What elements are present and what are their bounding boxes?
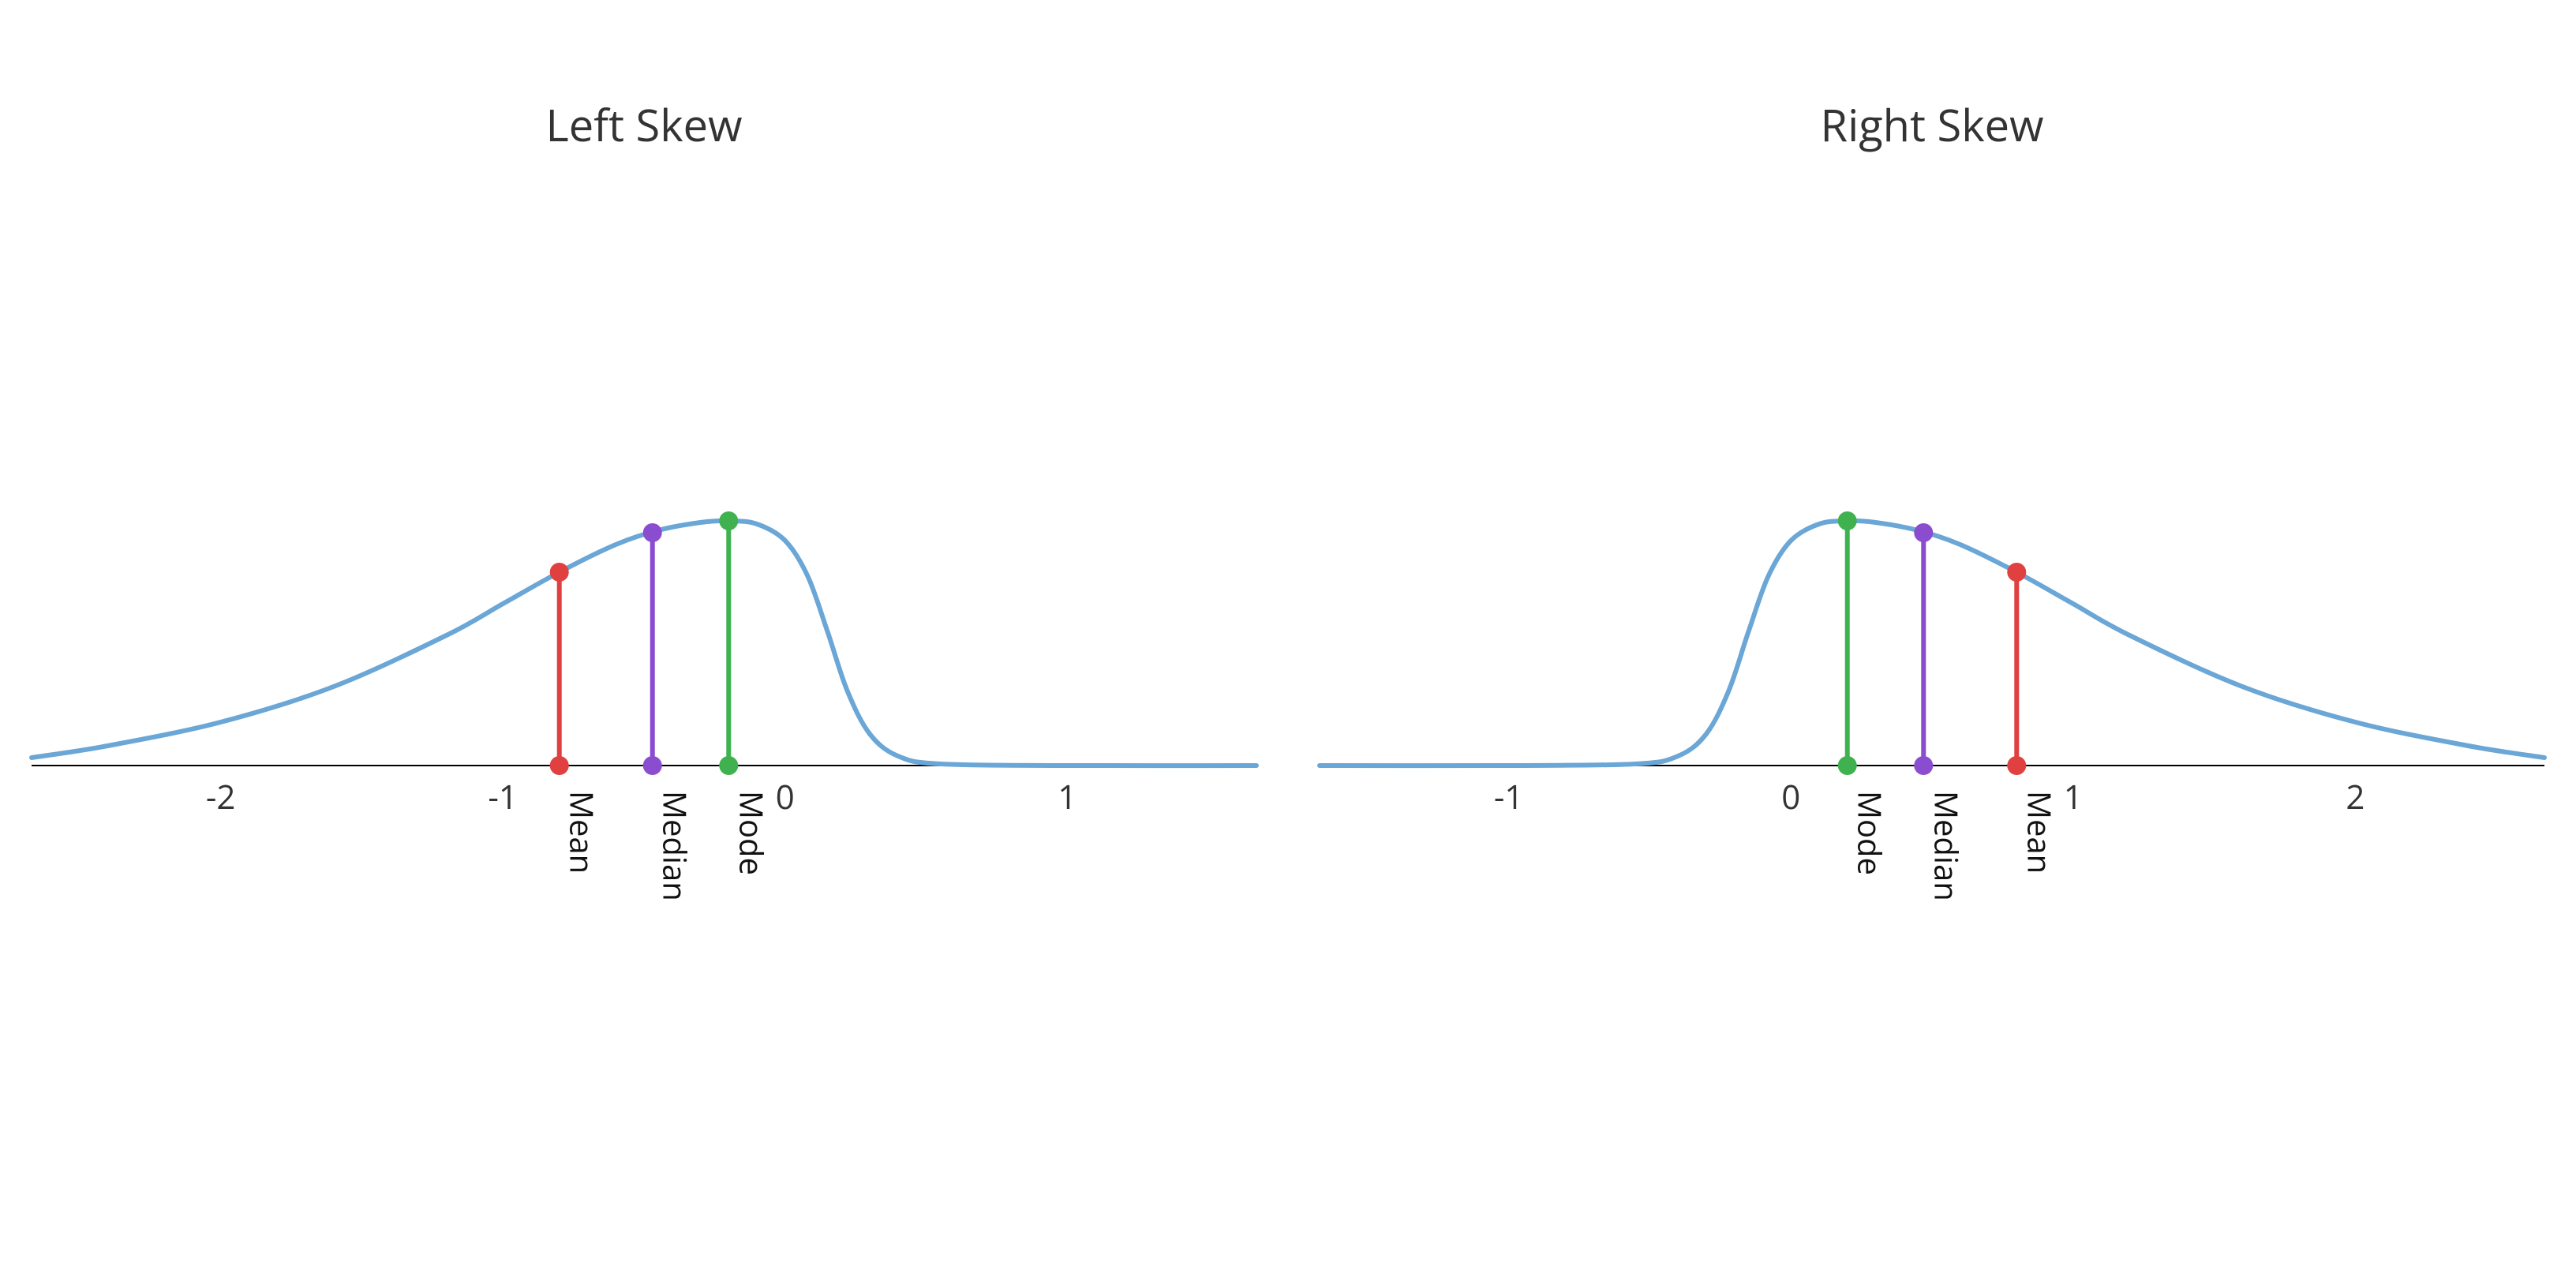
panel-right: Right Skew -1 0 1 2 Mode Median Mean xyxy=(1288,0,2576,1288)
distribution-curve xyxy=(32,521,1256,766)
median-marker-bottom xyxy=(643,756,662,775)
plot-svg: -2 -1 0 1 Mean Median Mode xyxy=(0,158,1288,1026)
x-tick-label: 0 xyxy=(1781,774,1800,819)
figure-container: Left Skew-2-101MeanMedianModeRight Skew-… xyxy=(0,0,2576,1288)
mode-marker-bottom xyxy=(1838,756,1857,775)
mode-label: Mode xyxy=(1849,791,1893,875)
mean-marker-bottom xyxy=(550,756,569,775)
mean-marker-bottom xyxy=(2007,756,2026,775)
median-marker-top xyxy=(1914,523,1933,542)
panel-title: Left Skew xyxy=(0,95,1288,155)
x-tick-label: 0 xyxy=(776,774,795,819)
mean-marker-top xyxy=(550,563,569,582)
x-tick-label: -1 xyxy=(488,774,518,819)
mode-marker-top xyxy=(719,511,738,530)
mean-marker-top xyxy=(2007,563,2026,582)
x-tick-label: 1 xyxy=(2064,774,2083,819)
distribution-curve xyxy=(1320,521,2544,766)
plot-svg: -1 0 1 2 Mode Median Mean xyxy=(1288,158,2576,1026)
x-tick-label: 2 xyxy=(2346,774,2364,819)
mode-label: Mode xyxy=(730,791,773,875)
x-tick-label: -2 xyxy=(206,774,236,819)
panel-title: Right Skew xyxy=(1288,95,2576,155)
panel-left: Left Skew -2 -1 0 1 Mean Median Mode xyxy=(0,0,1288,1288)
mode-marker-top xyxy=(1838,511,1857,530)
x-tick-label: -1 xyxy=(1494,774,1524,819)
mode-marker-bottom xyxy=(719,756,738,775)
median-marker-top xyxy=(643,523,662,542)
median-label: Median xyxy=(1925,791,1968,901)
median-label: Median xyxy=(654,791,698,901)
x-tick-label: 1 xyxy=(1058,774,1076,819)
mean-label: Mean xyxy=(2018,791,2061,874)
mean-label: Mean xyxy=(561,791,605,874)
median-marker-bottom xyxy=(1914,756,1933,775)
